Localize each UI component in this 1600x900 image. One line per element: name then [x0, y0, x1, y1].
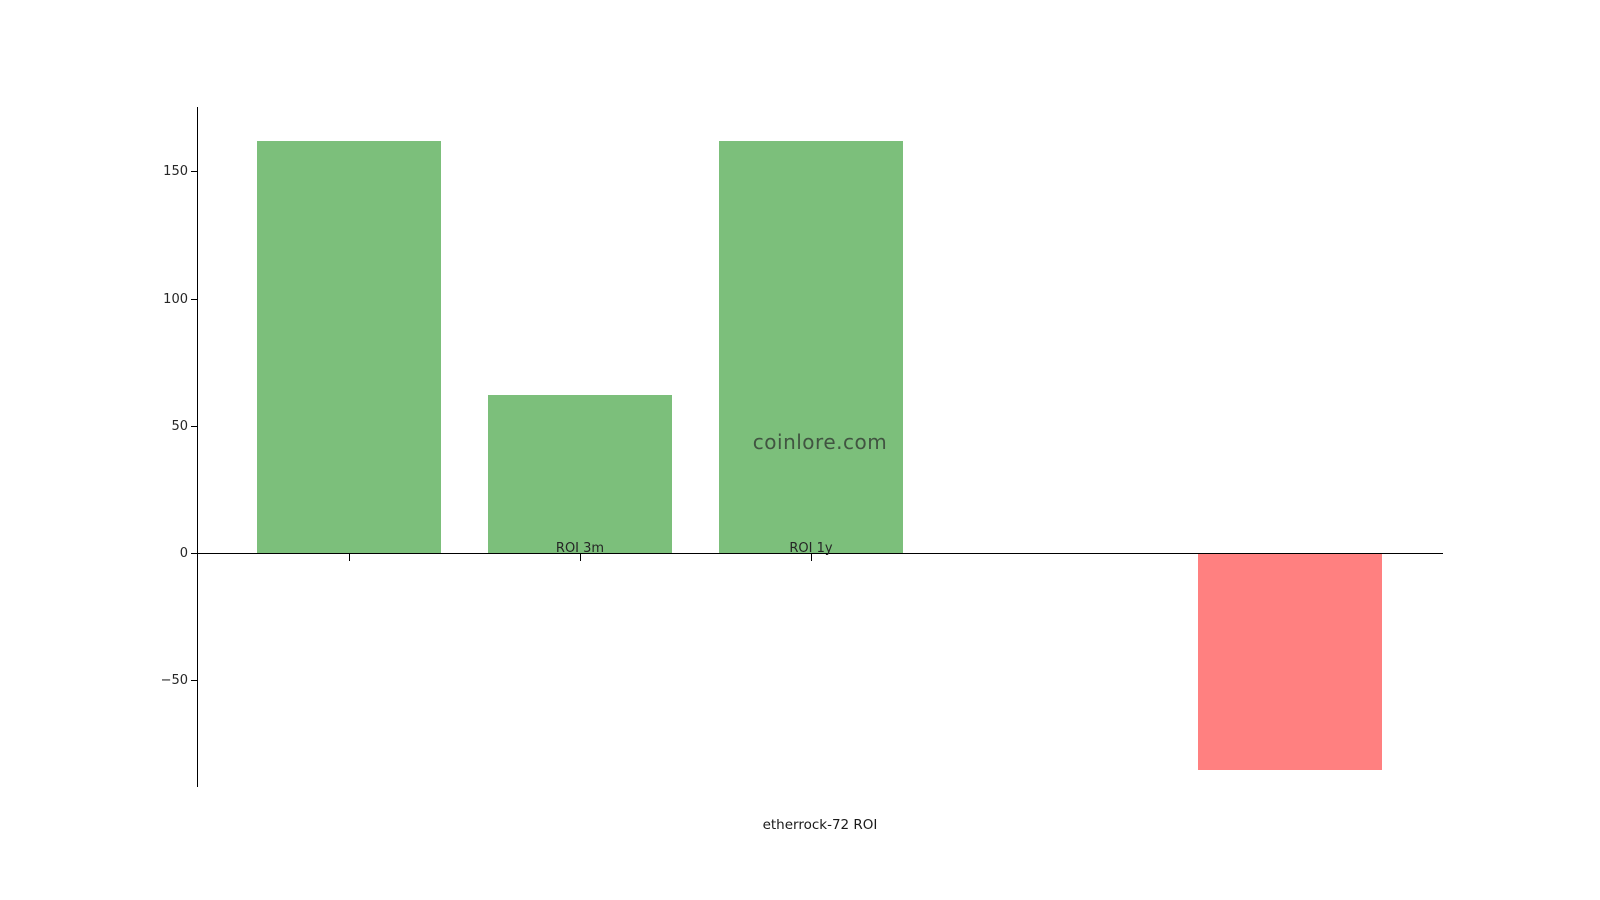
bar-unlabeled-0	[257, 140, 441, 553]
x-tick-label: ROI 3m	[555, 541, 605, 556]
y-tick-mark	[191, 298, 197, 300]
chart-title: etherrock-72 ROI	[762, 817, 878, 833]
y-tick-label: 150	[163, 164, 188, 180]
y-tick-label: 0	[179, 546, 188, 561]
y-tick-label: −50	[160, 673, 188, 689]
y-tick-mark	[191, 171, 197, 173]
y-tick-mark	[191, 425, 197, 427]
y-tick-label: 50	[171, 418, 188, 434]
bar-roi-3m	[488, 395, 672, 553]
y-tick-label: 100	[163, 291, 188, 307]
y-tick-mark	[191, 553, 197, 554]
x-axis-zero-line	[197, 553, 1443, 554]
bar-roi-1y	[719, 140, 903, 553]
x-tick-label: ROI 1y	[789, 541, 833, 556]
y-tick-mark	[191, 680, 197, 682]
x-tick-mark	[811, 554, 812, 561]
x-tick-mark	[580, 554, 581, 561]
x-tick-mark	[349, 554, 350, 561]
y-axis-line	[197, 107, 198, 787]
watermark-text: coinlore.com	[752, 430, 888, 454]
bar-unlabeled-3	[1198, 554, 1382, 771]
